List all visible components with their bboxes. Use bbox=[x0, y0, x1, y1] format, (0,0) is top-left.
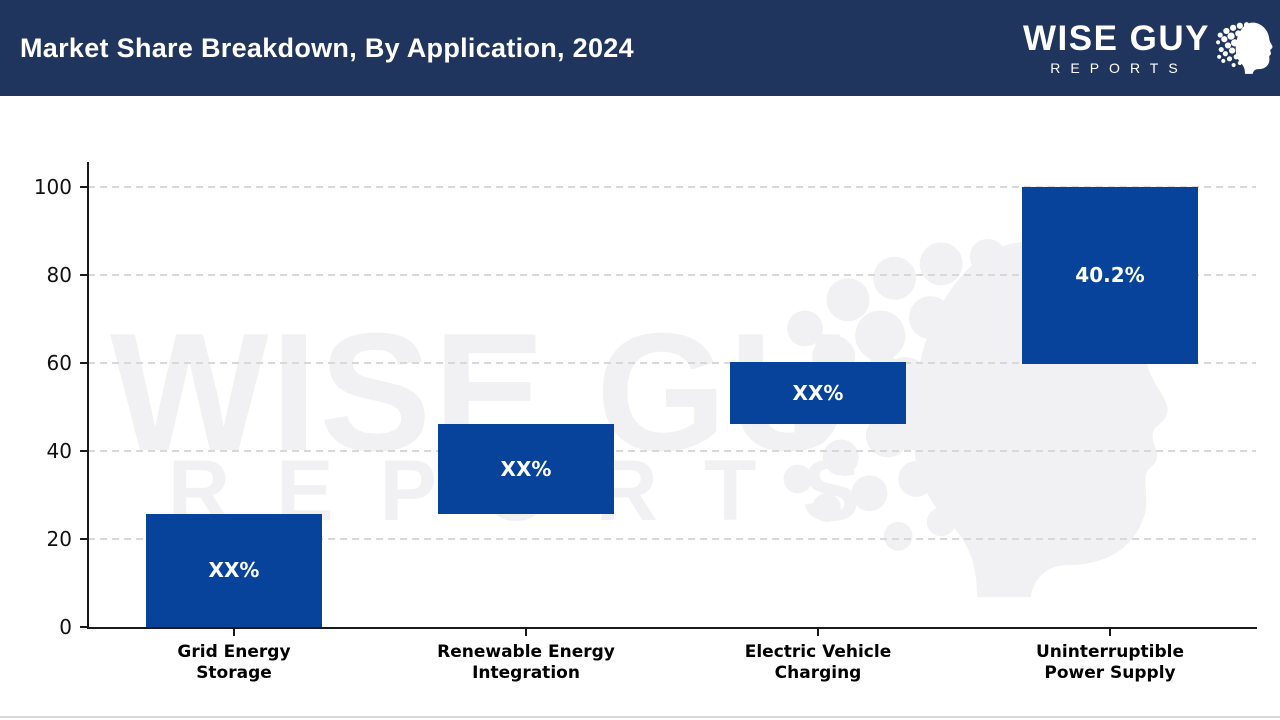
header: Market Share Breakdown, By Application, … bbox=[0, 0, 1280, 96]
logo-head-icon bbox=[1216, 22, 1273, 74]
y-axis-spine bbox=[87, 162, 89, 629]
bar-value-label-3: XX% bbox=[792, 380, 844, 405]
y-tick-label-0: 0 bbox=[59, 615, 72, 639]
y-tick-mark-40 bbox=[80, 450, 88, 452]
x-axis-spine bbox=[87, 627, 1257, 629]
logo-wordmark-line1: WISE GUY bbox=[1022, 19, 1210, 58]
y-tick-label-40: 40 bbox=[46, 439, 72, 463]
bar-3: XX% bbox=[730, 362, 906, 424]
category-label-1: Grid Energy Storage bbox=[177, 642, 291, 683]
y-tick-label-100: 100 bbox=[33, 175, 72, 199]
gridline-60 bbox=[88, 362, 1256, 364]
brand-logo: WISE GUY REPORTS bbox=[1023, 8, 1276, 88]
y-tick-label-20: 20 bbox=[46, 527, 72, 551]
y-tick-mark-0 bbox=[80, 626, 88, 628]
gridline-20 bbox=[88, 538, 1256, 540]
y-axis: 0 20 40 60 80 100 bbox=[0, 177, 88, 637]
footer-divider bbox=[0, 716, 1280, 718]
y-tick-label-80: 80 bbox=[46, 263, 72, 287]
y-tick-mark-20 bbox=[80, 538, 88, 540]
y-tick-mark-60 bbox=[80, 362, 88, 364]
plot-area: XX% XX% XX% 40.2% bbox=[88, 186, 1256, 627]
y-tick-mark-80 bbox=[80, 274, 88, 276]
bar-1: XX% bbox=[146, 513, 322, 627]
logo-wordmark: WISE GUY REPORTS bbox=[1023, 21, 1210, 75]
y-tick-label-60: 60 bbox=[46, 351, 72, 375]
gridline-80 bbox=[88, 274, 1256, 276]
bar-value-label-1: XX% bbox=[208, 558, 260, 583]
category-label-2: Renewable Energy Integration bbox=[437, 642, 615, 683]
x-tick-mark-1 bbox=[233, 629, 235, 636]
category-label-3: Electric Vehicle Charging bbox=[744, 642, 892, 683]
logo-wordmark-line2: REPORTS bbox=[1050, 60, 1188, 76]
bar-4: 40.2% bbox=[1022, 187, 1198, 364]
x-tick-mark-2 bbox=[525, 629, 527, 636]
gridline-40 bbox=[88, 450, 1256, 452]
page-title: Market Share Breakdown, By Application, … bbox=[20, 32, 634, 63]
x-axis: Grid Energy Storage Renewable Energy Integr… bbox=[88, 629, 1256, 709]
bar-value-label-4: 40.2% bbox=[1075, 263, 1145, 288]
x-tick-mark-3 bbox=[817, 629, 819, 636]
bar-value-label-2: XX% bbox=[500, 456, 552, 481]
gridline-100 bbox=[88, 186, 1256, 188]
bar-2: XX% bbox=[438, 423, 614, 514]
x-tick-mark-4 bbox=[1109, 629, 1111, 636]
y-tick-mark-100 bbox=[80, 186, 88, 188]
category-label-4: Uninterruptible Power Supply bbox=[1035, 642, 1184, 683]
